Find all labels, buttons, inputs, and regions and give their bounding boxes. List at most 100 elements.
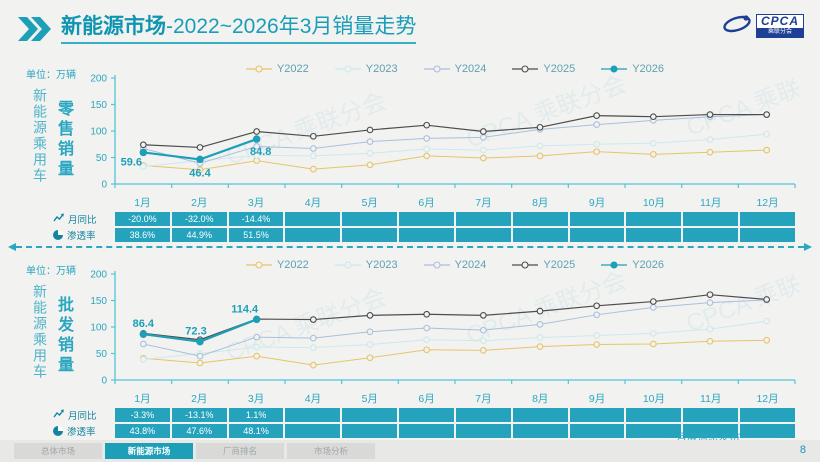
month-label: 10月 xyxy=(642,393,665,405)
legend-label: Y2023 xyxy=(365,259,398,271)
data-point-Y2024 xyxy=(366,328,374,336)
table-cell xyxy=(740,228,795,242)
data-point-Y2022 xyxy=(196,166,204,174)
table-cell xyxy=(626,424,682,438)
data-point-Y2024 xyxy=(253,143,261,150)
legend-item-Y2024: Y2024 xyxy=(423,63,486,75)
cpca-brand: CPCA xyxy=(760,13,799,28)
footer-tab-市场分析[interactable]: 市场分析 xyxy=(287,443,375,459)
legend-label: Y2022 xyxy=(276,63,309,75)
table-row: 渗透率 43.8% 47.6% 48.1% xyxy=(53,424,795,438)
data-point-Y2023 xyxy=(309,344,317,352)
series-line-Y2024 xyxy=(143,299,767,357)
legend: Y2022 Y2023 Y2024 Y2025 Y2026 xyxy=(115,63,795,75)
data-point-Y2024 xyxy=(479,134,487,141)
table-cell xyxy=(512,228,568,242)
unit-label: 单位：万辆 xyxy=(26,70,76,81)
retail-line-chart: CPCA 乘联分会 CPCA 乘联分会 CPCA 乘联分会 0 50 100 150 200 5… xyxy=(90,70,800,191)
legend-label: Y2026 xyxy=(632,259,665,271)
legend-item-Y2023: Y2023 xyxy=(334,259,398,271)
data-point-Y2024 xyxy=(593,311,601,319)
row-label-penetration: 渗透率 xyxy=(53,424,115,438)
data-point-Y2023 xyxy=(536,142,544,150)
data-point-Y2023 xyxy=(479,146,487,154)
series-line-Y2022 xyxy=(143,339,767,366)
data-point-Y2025 xyxy=(479,311,487,319)
legend-label: Y2023 xyxy=(365,63,398,75)
footer-tab-新能源市场[interactable]: 新能源市场 xyxy=(105,443,193,459)
month-label: 7月 xyxy=(475,197,492,209)
table-cell xyxy=(569,228,625,242)
table-cell xyxy=(342,212,398,226)
data-point-Y2025 xyxy=(139,141,147,149)
month-label: 4月 xyxy=(304,197,322,209)
data-point-Y2025 xyxy=(706,111,714,118)
legend-item-Y2025: Y2025 xyxy=(512,259,575,271)
month-label: 6月 xyxy=(418,393,435,405)
data-point-Y2025 xyxy=(763,296,771,303)
table-cell xyxy=(455,228,511,242)
page-title: 新能源市场-2022~2026年3月销量走势 xyxy=(61,15,417,45)
cpca-swoosh-icon xyxy=(722,12,752,39)
data-point-Y2026 xyxy=(196,155,204,164)
row-label-yoy: 月同比 xyxy=(53,212,115,226)
month-axis: 1月 2月 3月 4月 5月 6月 7月 8月 9月 10月 11月 12月 xyxy=(115,195,795,210)
data-point-Y2022 xyxy=(366,161,374,169)
data-point-Y2023 xyxy=(536,334,544,341)
month-label: 1月 xyxy=(134,393,151,405)
legend-item-Y2026: Y2026 xyxy=(601,63,664,75)
table-cell xyxy=(512,212,568,226)
footer-tab-厂商排名[interactable]: 厂商排名 xyxy=(196,443,284,459)
data-point-Y2023 xyxy=(706,136,714,143)
data-point-Y2024 xyxy=(366,138,374,145)
data-point-Y2022 xyxy=(536,152,544,160)
data-point-Y2025 xyxy=(593,112,601,119)
month-label: 10月 xyxy=(642,197,665,209)
month-label: 1月 xyxy=(134,197,151,209)
table-cell xyxy=(455,408,511,422)
data-point-Y2026 xyxy=(139,330,148,338)
data-point-Y2022 xyxy=(763,336,771,344)
data-point-Y2022 xyxy=(763,146,771,154)
watermark: CPCA 乘联分会 xyxy=(683,70,800,142)
side-labels: 新能源乘用车 批发销量 xyxy=(30,284,75,380)
metric-label-wholesale: 批发销量 xyxy=(55,296,72,376)
table-cell xyxy=(399,408,454,422)
series-line-Y2023 xyxy=(143,133,767,168)
arrow-right-icon xyxy=(804,243,812,251)
data-point-Y2022 xyxy=(309,165,317,173)
legend-label: Y2025 xyxy=(543,259,576,271)
data-point-Y2023 xyxy=(763,317,771,325)
data-point-label: 86.4 xyxy=(133,318,155,330)
data-point-label: 72.3 xyxy=(185,326,206,338)
data-point-Y2025 xyxy=(309,316,317,323)
watermark: CPCA 乘联分会 xyxy=(223,88,390,171)
dashed-line xyxy=(16,246,804,248)
table-cells: 43.8% 47.6% 48.1% xyxy=(115,424,795,438)
table-cell: 44.9% xyxy=(171,228,227,242)
data-point-Y2022 xyxy=(479,346,487,354)
data-point-Y2023 xyxy=(706,325,714,333)
pie-chart-icon xyxy=(53,426,63,436)
wholesale-chart-section: 单位：万辆 新能源乘用车 批发销量 Y2022 Y2023 Y2024 Y2025 Y2… xyxy=(0,250,820,438)
data-point-Y2023 xyxy=(366,149,374,157)
data-point-Y2025 xyxy=(593,302,601,310)
row-label-text: 渗透率 xyxy=(67,427,96,438)
data-point-Y2024 xyxy=(536,320,544,328)
watermark: CPCA 乘联分会 xyxy=(683,266,800,338)
footer-tab-总体市场[interactable]: 总体市场 xyxy=(14,443,102,459)
cpca-brand-sub: 乘联分会 xyxy=(756,27,803,37)
data-point-Y2023 xyxy=(253,152,261,159)
data-point-Y2025 xyxy=(536,307,544,315)
row-label-text: 渗透率 xyxy=(67,231,96,242)
legend-item-Y2026: Y2026 xyxy=(601,259,664,271)
month-label: 6月 xyxy=(418,197,435,209)
data-point-Y2025 xyxy=(366,126,374,134)
footer-caption-text: 月度信息发布 xyxy=(676,433,739,444)
pie-chart-icon xyxy=(53,230,63,240)
data-point-Y2023 xyxy=(139,163,147,170)
page-title-strong: 新能源市场 xyxy=(61,15,166,38)
data-point-Y2023 xyxy=(309,152,317,160)
data-point-Y2023 xyxy=(479,337,487,345)
legend-item-Y2022: Y2022 xyxy=(245,63,309,75)
